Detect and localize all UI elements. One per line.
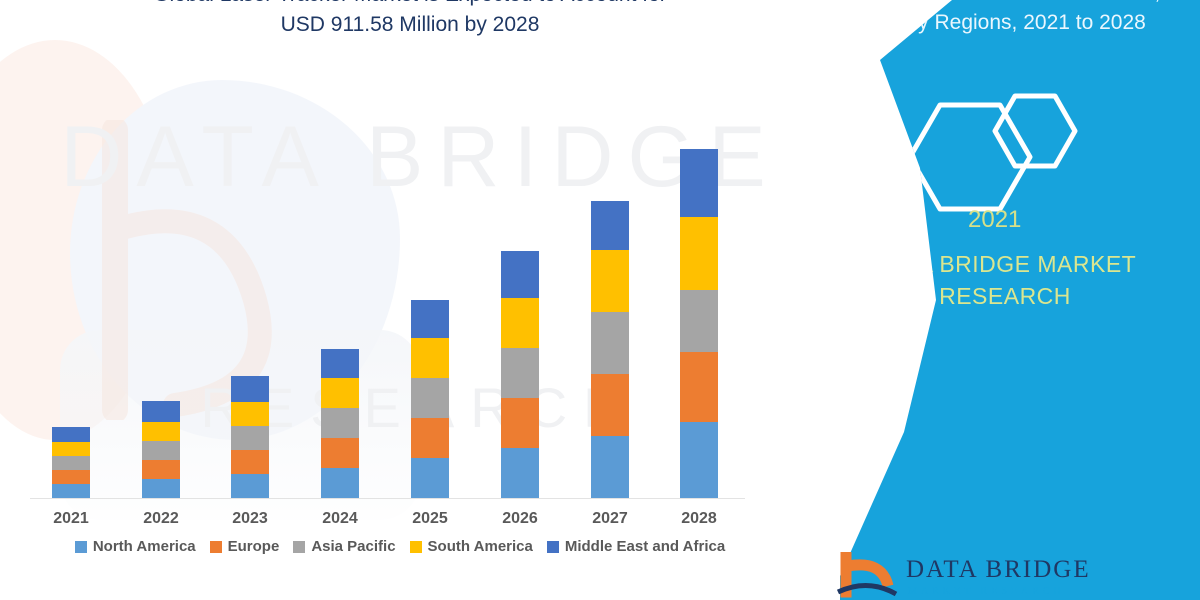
bar-segment	[680, 149, 718, 217]
legend-label: Europe	[227, 538, 280, 555]
bar-segment	[142, 441, 180, 460]
bar-segment	[52, 470, 90, 484]
bar-segment	[411, 300, 449, 338]
bar-segment	[591, 312, 629, 374]
bar-segment	[501, 448, 539, 498]
x-axis-label-2022: 2022	[143, 510, 179, 527]
bar-segment	[231, 376, 269, 402]
bar-segment	[142, 460, 180, 479]
bar-segment	[52, 442, 90, 456]
bar-segment	[411, 338, 449, 378]
bar-2023	[231, 376, 269, 498]
bar-segment	[52, 456, 90, 470]
panel-brand-name: DATA BRIDGE MARKET RESEARCH	[840, 248, 1170, 312]
chart-legend: North America Europe Asia Pacific South Ame…	[0, 538, 800, 555]
legend-swatch-icon	[293, 540, 306, 553]
bar-segment	[680, 421, 718, 498]
hexagon-outlines-icon	[907, 93, 1078, 212]
bar-2024	[321, 349, 359, 498]
chart-title: Global Laser Tracker Market is Expected …	[60, 0, 760, 40]
hexagon-2021-shape	[992, 93, 1078, 169]
bar-segment	[411, 458, 449, 498]
bar-segment	[411, 418, 449, 458]
legend-item-asia-pacific[interactable]: Asia Pacific	[293, 538, 396, 555]
hexagon-group: 2028 2021	[840, 88, 1170, 280]
legend-item-europe[interactable]: Europe	[209, 538, 280, 555]
bar-segment	[591, 436, 629, 498]
bar-segment	[231, 426, 269, 450]
panel-title-line-2: By Regions, 2021 to 2028	[904, 11, 1146, 34]
bar-segment	[52, 427, 90, 442]
chart-title-line-2: USD 911.58 Million by 2028	[280, 13, 540, 36]
right-brand-panel: Global Laser Tracker Market, By Regions,…	[840, 0, 1200, 600]
bar-segment	[142, 479, 180, 498]
x-axis-label-2023: 2023	[232, 510, 268, 527]
bar-segment	[231, 474, 269, 498]
bar-segment	[142, 422, 180, 441]
bar-segment	[680, 217, 718, 290]
x-axis-label-2027: 2027	[592, 510, 628, 527]
chart-plot-area: 2021 2022 2023 2024 2025 2026 2027 2028	[0, 149, 800, 536]
x-axis-line	[30, 498, 745, 499]
bar-segment	[680, 351, 718, 422]
bar-segment	[142, 401, 180, 422]
bar-segment	[321, 408, 359, 438]
bar-segment	[591, 374, 629, 436]
chart-title-line-1: Global Laser Tracker Market is Expected …	[60, 0, 760, 10]
panel-brand-line-2: RESEARCH	[939, 283, 1071, 309]
databridge-b-mark-icon	[836, 548, 898, 598]
bar-segment	[680, 289, 718, 352]
legend-label: Asia Pacific	[311, 538, 396, 555]
bar-2027	[591, 201, 629, 498]
hexagon-2021-label: 2021	[968, 206, 1022, 233]
bar-2025	[411, 300, 449, 498]
bar-segment	[231, 402, 269, 426]
logo-tagline: MARKET RESEARCH	[908, 586, 1065, 597]
legend-label: North America	[92, 538, 196, 555]
bar-segment	[501, 298, 539, 348]
bar-2022	[142, 401, 180, 498]
bar-segment	[501, 398, 539, 448]
x-axis-label-2025: 2025	[412, 510, 448, 527]
legend-swatch-icon	[74, 540, 87, 553]
x-axis-label-2028: 2028	[681, 510, 717, 527]
legend-item-south-america[interactable]: South America	[409, 538, 533, 555]
bar-2028	[680, 149, 718, 498]
bar-segment	[591, 201, 629, 250]
panel-title-line-1: Global Laser Tracker Market,	[860, 0, 1190, 8]
panel-brand-line-1: DATA BRIDGE MARKET	[873, 251, 1137, 277]
x-axis-labels: 2021 2022 2023 2024 2025 2026 2027 2028	[0, 510, 800, 536]
bar-segment	[501, 251, 539, 298]
x-axis-label-2021: 2021	[53, 510, 89, 527]
bar-segment	[321, 349, 359, 378]
bar-segment	[501, 348, 539, 398]
legend-item-middle-east-and-africa[interactable]: Middle East and Africa	[546, 538, 726, 555]
bar-segment	[411, 378, 449, 418]
bar-segment	[591, 250, 629, 312]
x-axis-label-2026: 2026	[502, 510, 538, 527]
bar-2026	[501, 251, 539, 498]
legend-item-north-america[interactable]: North America	[74, 538, 196, 555]
panel-title: Global Laser Tracker Market, By Regions,…	[860, 0, 1190, 38]
bar-segment	[321, 378, 359, 408]
bar-segment	[231, 450, 269, 474]
logo-name: DATA BRIDGE	[906, 556, 1091, 583]
legend-label: South America	[427, 538, 533, 555]
bar-segment	[321, 438, 359, 468]
bar-2021	[52, 427, 90, 498]
legend-swatch-icon	[409, 540, 422, 553]
legend-swatch-icon	[209, 540, 222, 553]
bar-segment	[321, 468, 359, 498]
legend-label: Middle East and Africa	[564, 538, 726, 555]
legend-swatch-icon	[546, 540, 559, 553]
x-axis-label-2024: 2024	[322, 510, 358, 527]
background-b-mark-icon	[102, 120, 272, 420]
bar-segment	[52, 484, 90, 498]
databridge-logo: DATA BRIDGE MARKET RESEARCH	[836, 548, 1096, 600]
hexagon-2028-label: 2028	[855, 253, 909, 280]
